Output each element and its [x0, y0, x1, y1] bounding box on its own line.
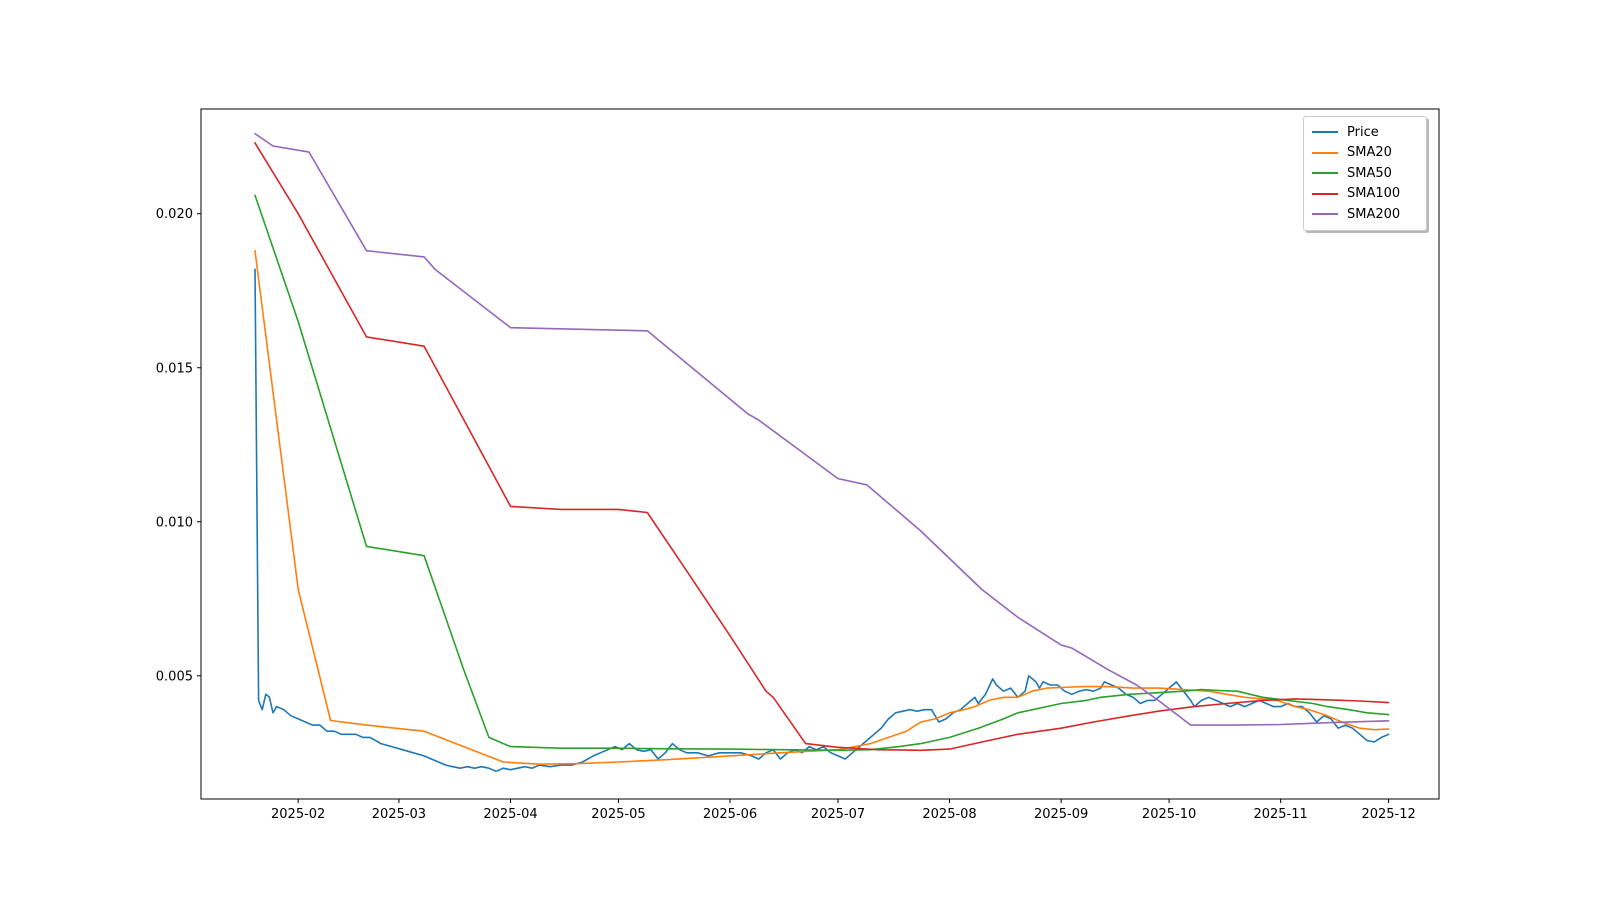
legend-line-swatch [1312, 172, 1338, 175]
x-tick-label: 2025-08 [922, 807, 976, 822]
y-tick-label: 0.015 [156, 361, 193, 376]
x-tick-label: 2025-06 [703, 807, 757, 822]
legend-label: SMA20 [1347, 145, 1392, 161]
x-tick-label: 2025-12 [1361, 807, 1415, 822]
legend-label: Price [1347, 124, 1379, 140]
legend-line-swatch [1312, 151, 1338, 154]
legend-label: SMA100 [1347, 186, 1401, 202]
legend-item-price: Price [1312, 122, 1418, 143]
legend-item-sma200: SMA200 [1312, 204, 1418, 225]
series-line-sma50 [254, 194, 1390, 752]
y-tick-label: 0.005 [156, 669, 193, 684]
legend: Price SMA20 SMA50 SMA100 SMA200 [1303, 116, 1427, 231]
legend-line-swatch [1312, 192, 1338, 195]
x-tick-label: 2025-03 [372, 807, 426, 822]
x-tick-label: 2025-02 [271, 807, 325, 822]
legend-label: SMA50 [1347, 165, 1392, 181]
series-line-price [254, 268, 1390, 773]
x-tick-label: 2025-04 [483, 807, 537, 822]
legend-line-swatch [1312, 131, 1338, 134]
series-line-sma200 [254, 132, 1390, 726]
series-line-sma20 [254, 249, 1390, 766]
legend-item-sma100: SMA100 [1312, 184, 1418, 205]
x-tick-label: 2025-05 [591, 807, 645, 822]
x-tick-label: 2025-11 [1253, 807, 1307, 822]
x-tick-label: 2025-10 [1142, 807, 1196, 822]
legend-item-sma50: SMA50 [1312, 163, 1418, 184]
legend-label: SMA200 [1347, 206, 1401, 222]
x-tick-label: 2025-09 [1034, 807, 1088, 822]
legend-line-swatch [1312, 213, 1338, 216]
series-line-sma100 [254, 142, 1390, 752]
legend-item-sma20: SMA20 [1312, 143, 1418, 164]
axes-frame [200, 108, 1440, 800]
y-tick-label: 0.020 [156, 207, 193, 222]
y-tick-label: 0.010 [156, 515, 193, 530]
x-tick-label: 2025-07 [811, 807, 865, 822]
